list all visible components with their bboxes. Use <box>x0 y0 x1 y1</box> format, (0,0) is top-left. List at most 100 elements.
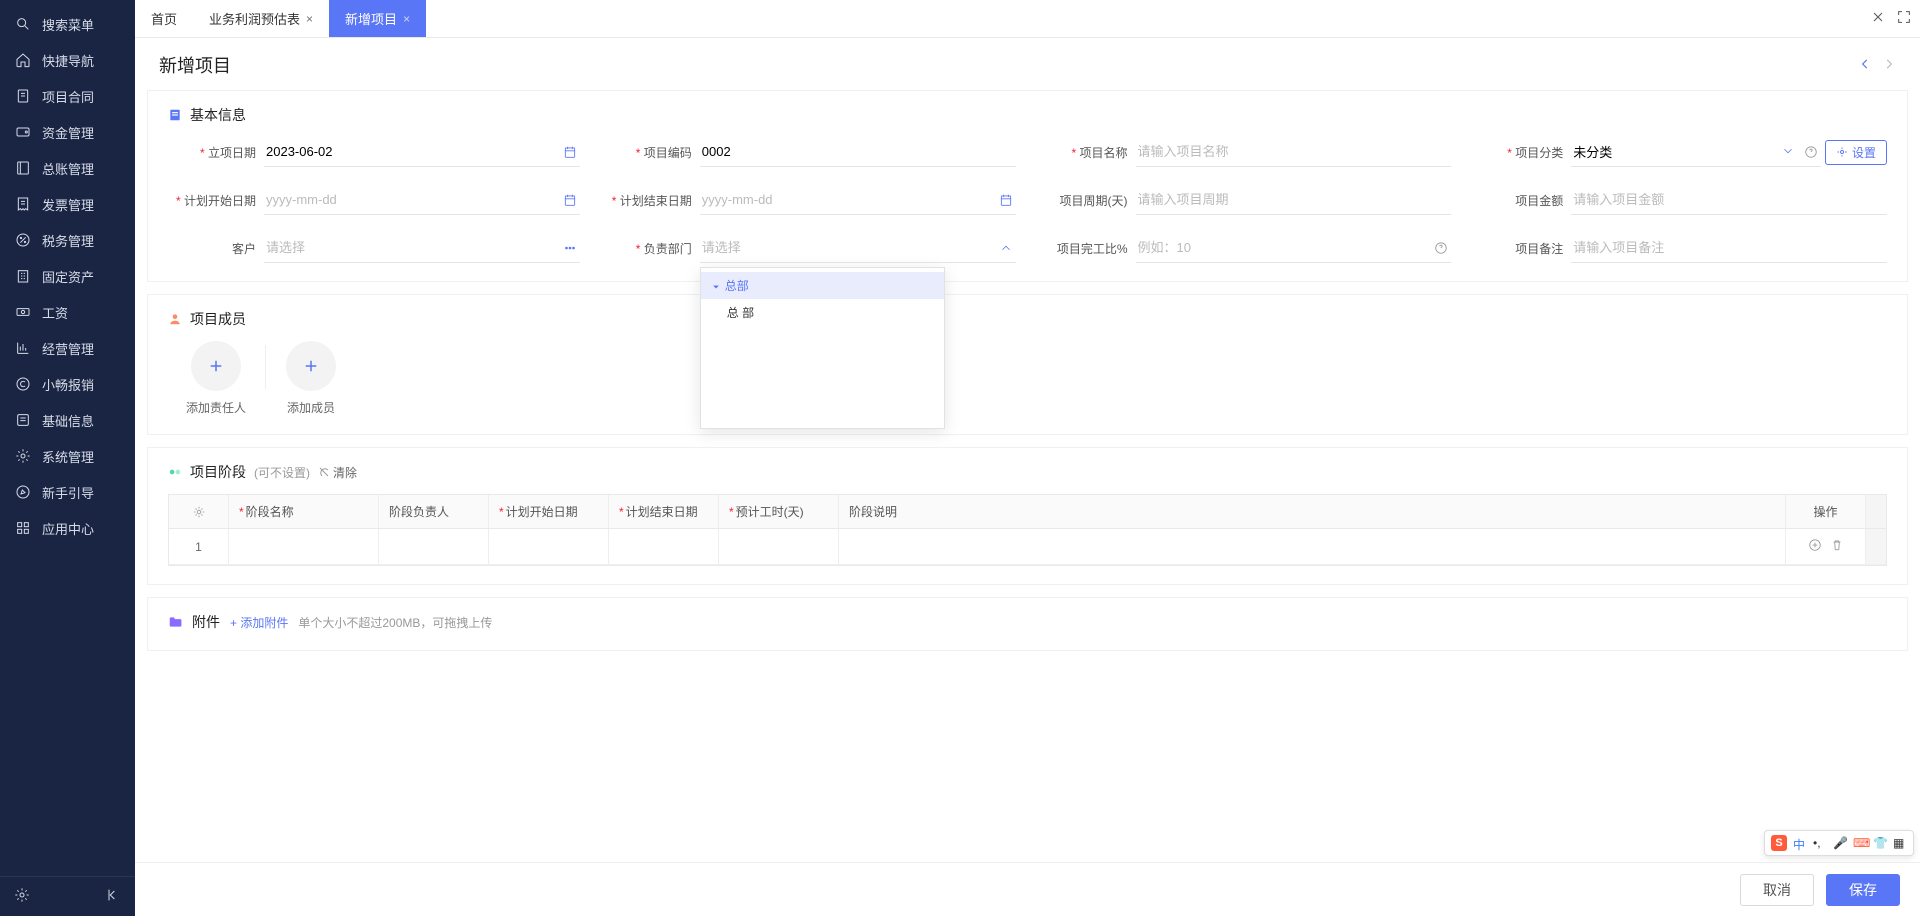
add-row-icon[interactable] <box>1808 538 1822 555</box>
caret-down-icon <box>711 281 721 291</box>
close-all-icon[interactable] <box>1870 9 1886 28</box>
steps-icon <box>168 465 182 479</box>
sidebar-label: 固定资产 <box>42 267 94 286</box>
label-project-name: 项目名称 <box>1040 144 1128 161</box>
card-stages: 项目阶段 (可不设置) 清除 阶段名称 阶段负责人 计划开始日期 计划结束日期 <box>147 447 1908 585</box>
sidebar-item-apps[interactable]: 应用中心 <box>0 510 135 546</box>
input-setup-date[interactable] <box>264 137 580 167</box>
fullscreen-icon[interactable] <box>1896 9 1912 28</box>
tabs-row: 首页 业务利润预估表× 新增项目× <box>135 0 1920 38</box>
input-customer[interactable] <box>264 233 580 263</box>
input-plan-start[interactable] <box>264 185 580 215</box>
sidebar-item-system[interactable]: 系统管理 <box>0 438 135 474</box>
department-dropdown: 总部 总 部 <box>700 267 945 429</box>
tab-profit-report[interactable]: 业务利润预估表× <box>193 0 329 37</box>
collapse-icon[interactable] <box>105 887 121 906</box>
col-stage-name: 阶段名称 <box>229 495 379 528</box>
cell-desc[interactable] <box>839 529 1786 564</box>
input-department[interactable] <box>700 233 1016 263</box>
input-completion[interactable] <box>1136 233 1452 263</box>
next-icon[interactable] <box>1882 57 1896 74</box>
tab-new-project[interactable]: 新增项目× <box>329 0 426 37</box>
cell-end[interactable] <box>609 529 719 564</box>
chevron-up-icon[interactable] <box>998 240 1014 256</box>
sidebar-item-search[interactable]: 搜索菜单 <box>0 6 135 42</box>
label-plan-start: 计划开始日期 <box>168 192 256 209</box>
close-icon[interactable]: × <box>306 12 313 26</box>
cell-owner[interactable] <box>379 529 489 564</box>
section-title: 附件 <box>192 612 220 632</box>
sidebar-item-contract[interactable]: 项目合同 <box>0 78 135 114</box>
sidebar-item-invoice[interactable]: 发票管理 <box>0 186 135 222</box>
save-button[interactable]: 保存 <box>1826 874 1900 906</box>
settings-icon[interactable] <box>14 887 30 906</box>
sidebar-label: 总账管理 <box>42 159 94 178</box>
card-attachments: 附件 + 添加附件 单个大小不超过200MB，可拖拽上传 <box>147 597 1908 651</box>
cell-scroll[interactable] <box>1866 529 1886 564</box>
dd-item-root[interactable]: 总部 <box>701 272 944 299</box>
input-period[interactable] <box>1136 185 1452 215</box>
close-icon[interactable]: × <box>403 12 410 26</box>
sidebar-label: 系统管理 <box>42 447 94 466</box>
help-icon[interactable] <box>1803 144 1819 160</box>
ime-skin-icon[interactable]: 👕 <box>1873 836 1887 850</box>
add-member-button[interactable] <box>286 341 336 391</box>
ime-mic-icon[interactable]: 🎤 <box>1833 836 1847 850</box>
sidebar-item-basicinfo[interactable]: 基础信息 <box>0 402 135 438</box>
c-icon <box>14 375 32 393</box>
gear-icon <box>14 447 32 465</box>
calendar-icon[interactable] <box>562 192 578 208</box>
delete-row-icon[interactable] <box>1830 538 1844 555</box>
label-customer: 客户 <box>168 240 256 257</box>
sidebar-item-guide[interactable]: 新手引导 <box>0 474 135 510</box>
add-attachment-link[interactable]: + 添加附件 <box>230 614 288 631</box>
ellipsis-icon[interactable] <box>562 240 578 256</box>
input-amount[interactable] <box>1571 185 1887 215</box>
sidebar-label: 工资 <box>42 303 68 322</box>
chevron-down-icon[interactable] <box>1781 144 1797 160</box>
col-stage-desc: 阶段说明 <box>839 495 1786 528</box>
add-owner-button[interactable] <box>191 341 241 391</box>
sidebar-item-assets[interactable]: 固定资产 <box>0 258 135 294</box>
clear-stages-link[interactable]: 清除 <box>318 464 357 481</box>
ime-toolbar[interactable]: S 中 •, 🎤 ⌨ 👕 ▦ <box>1764 830 1914 856</box>
input-remark[interactable] <box>1571 233 1887 263</box>
tile-label: 添加责任人 <box>186 399 246 416</box>
prev-icon[interactable] <box>1858 57 1872 74</box>
col-config[interactable] <box>169 495 229 528</box>
sidebar-label: 小畅报销 <box>42 375 94 394</box>
label-setup-date: 立项日期 <box>168 144 256 161</box>
sidebar-label: 项目合同 <box>42 87 94 106</box>
sidebar-item-salary[interactable]: 工资 <box>0 294 135 330</box>
label-amount: 项目金额 <box>1475 192 1563 209</box>
building-icon <box>14 267 32 285</box>
sidebar-item-funds[interactable]: 资金管理 <box>0 114 135 150</box>
ime-lang-icon[interactable]: 中 <box>1793 836 1807 850</box>
footer-bar: 取消 保存 <box>135 862 1920 916</box>
page-title: 新增项目 <box>159 52 231 78</box>
input-project-code[interactable] <box>700 137 1016 167</box>
cell-est[interactable] <box>719 529 839 564</box>
cell-name[interactable] <box>229 529 379 564</box>
table-row[interactable]: 1 <box>169 529 1886 565</box>
sidebar-item-expense[interactable]: 小畅报销 <box>0 366 135 402</box>
cancel-button[interactable]: 取消 <box>1740 874 1814 906</box>
tab-home[interactable]: 首页 <box>135 0 193 37</box>
input-plan-end[interactable] <box>700 185 1016 215</box>
sidebar-item-operation[interactable]: 经营管理 <box>0 330 135 366</box>
sidebar-item-quicknav[interactable]: 快捷导航 <box>0 42 135 78</box>
ime-toolbox-icon[interactable]: ▦ <box>1893 836 1907 850</box>
dd-item-child[interactable]: 总 部 <box>701 299 944 326</box>
ime-keyboard-icon[interactable]: ⌨ <box>1853 836 1867 850</box>
ime-punct-icon[interactable]: •, <box>1813 836 1827 850</box>
calendar-icon[interactable] <box>998 192 1014 208</box>
cell-start[interactable] <box>489 529 609 564</box>
sidebar-item-tax[interactable]: 税务管理 <box>0 222 135 258</box>
help-icon[interactable] <box>1433 240 1449 256</box>
input-project-name[interactable] <box>1136 137 1452 167</box>
sidebar-item-ledger[interactable]: 总账管理 <box>0 150 135 186</box>
sidebar-label: 发票管理 <box>42 195 94 214</box>
sidebar-label: 搜索菜单 <box>42 15 94 34</box>
calendar-icon[interactable] <box>562 144 578 160</box>
category-settings-button[interactable]: 设置 <box>1825 140 1887 165</box>
